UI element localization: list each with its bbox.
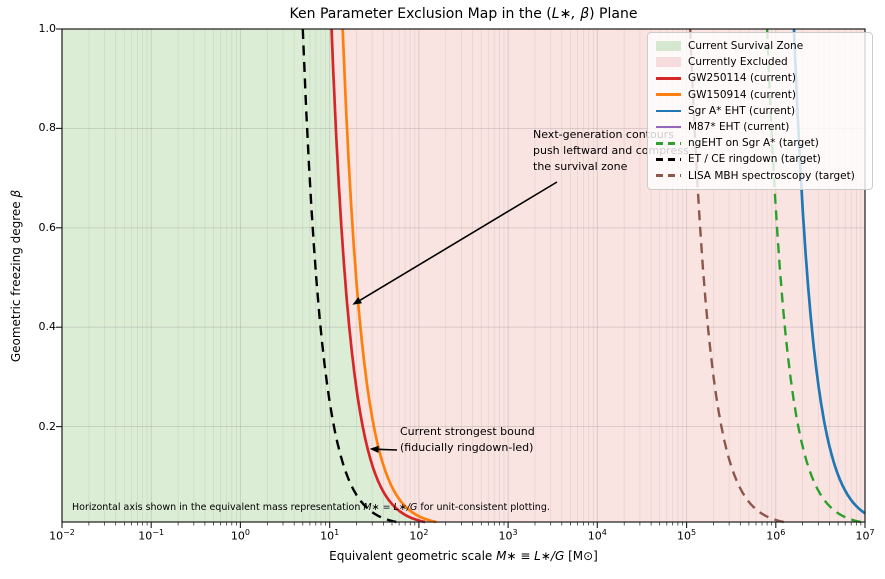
y-tick-label: 0.6 [38,220,57,234]
plot-frame [61,28,866,523]
legend-swatch-m87-eht-current [656,125,681,129]
x-tick-label: 10−1 [138,528,165,543]
footnote-suffix: for unit-consistent plotting. [417,502,550,513]
legend-label: Sgr A* EHT (current) [688,104,796,117]
legend-swatch-gw250114-current [656,77,681,80]
x-tick-label: 102 [409,528,429,543]
legend-label: ET / CE ringdown (target) [688,153,821,166]
x-axis-label-prefix: Equivalent geometric scale [329,549,497,563]
chart-title-prefix: Ken Parameter Exclusion Map in the ( [289,6,552,22]
footnote-prefix: Horizontal axis shown in the equivalent … [72,502,364,513]
curve-et-ce-ringdown-target [301,28,397,524]
legend-item: M87* EHT (current) [656,119,864,135]
legend-label: GW250114 (current) [688,72,797,85]
legend-item: ngEHT on Sgr A* (target) [656,135,864,151]
legend-label: Current Survival Zone [688,40,804,53]
x-tick-label: 100 [230,528,250,543]
legend-label: M87* EHT (current) [688,121,790,134]
x-axis-label: Equivalent geometric scale M∗ ≡ L∗/G [M⊙… [62,549,865,563]
x-axis-label-math: M∗ ≡ L∗/G [496,549,565,563]
legend-swatch-et-ce-ringdown-target [656,158,681,161]
legend-swatch-sgr-a-eht-current [656,109,681,113]
chart-title-suffix: ) Plane [589,6,638,22]
y-tick-label: 0.4 [38,320,57,334]
legend: Current Survival Zone Currently Excluded G… [647,32,873,190]
legend-swatch-ngeht-on-sgr-a-target [656,141,681,145]
survival-region [62,29,426,522]
x-tick-label: 103 [498,528,518,543]
y-tick-label: 1.0 [38,22,57,35]
legend-item: ET / CE ringdown (target) [656,151,864,167]
annotation-arrow-line [359,181,558,301]
curve-lisa-mbh-spectroscopy-target [689,28,784,524]
legend-item: Currently Excluded [656,54,864,70]
curve-gw250114-current [330,28,426,524]
x-axis-label-suffix: [M⊙] [564,549,598,563]
x-tick-label: 101 [320,528,340,543]
legend-swatch-lisa-mbh-spectroscopy-target [656,174,681,177]
x-tick-label: 107 [855,528,875,543]
x-tick-label: 105 [677,528,697,543]
legend-swatch-current-survival-zone [656,41,681,52]
legend-item: LISA MBH spectroscopy (target) [656,168,864,184]
x-tick-label: 10−2 [49,528,75,543]
footnote: Horizontal axis shown in the equivalent … [72,502,550,513]
legend-label: Currently Excluded [688,56,788,69]
annotation-arrow-line [378,448,398,451]
legend-swatch-currently-excluded [656,57,681,68]
y-tick-label: 0.2 [38,419,57,433]
footnote-math: M∗ = L∗/G [363,502,418,513]
legend-item: Current Survival Zone [656,38,864,54]
annotation-strongest-bound: Current strongest bound (fiducially ring… [400,425,535,454]
annotation-arrow-head [369,445,379,453]
annotation-arrow-head [352,297,362,305]
x-tick-label: 104 [587,528,607,543]
chart-title: Ken Parameter Exclusion Map in the (L∗, … [62,6,865,22]
legend-item: GW150914 (current) [656,87,864,103]
legend-label: GW150914 (current) [688,88,797,101]
legend-label: ngEHT on Sgr A* (target) [688,137,819,150]
legend-item: GW250114 (current) [656,70,864,86]
legend-swatch-gw150914-current [656,93,681,96]
legend-item: Sgr A* EHT (current) [656,103,864,119]
curve-sgr-a-eht-current [792,28,866,515]
y-axis-label: Geometric freezing degree β [9,190,23,362]
legend-label: LISA MBH spectroscopy (target) [688,169,855,182]
y-axis-label-math: β [9,189,23,198]
chart-title-math: L∗, β [551,6,590,22]
curve-ngeht-on-sgr-a-target [765,28,861,524]
y-tick-label: 0.8 [38,121,57,135]
x-tick-label: 106 [766,528,786,543]
